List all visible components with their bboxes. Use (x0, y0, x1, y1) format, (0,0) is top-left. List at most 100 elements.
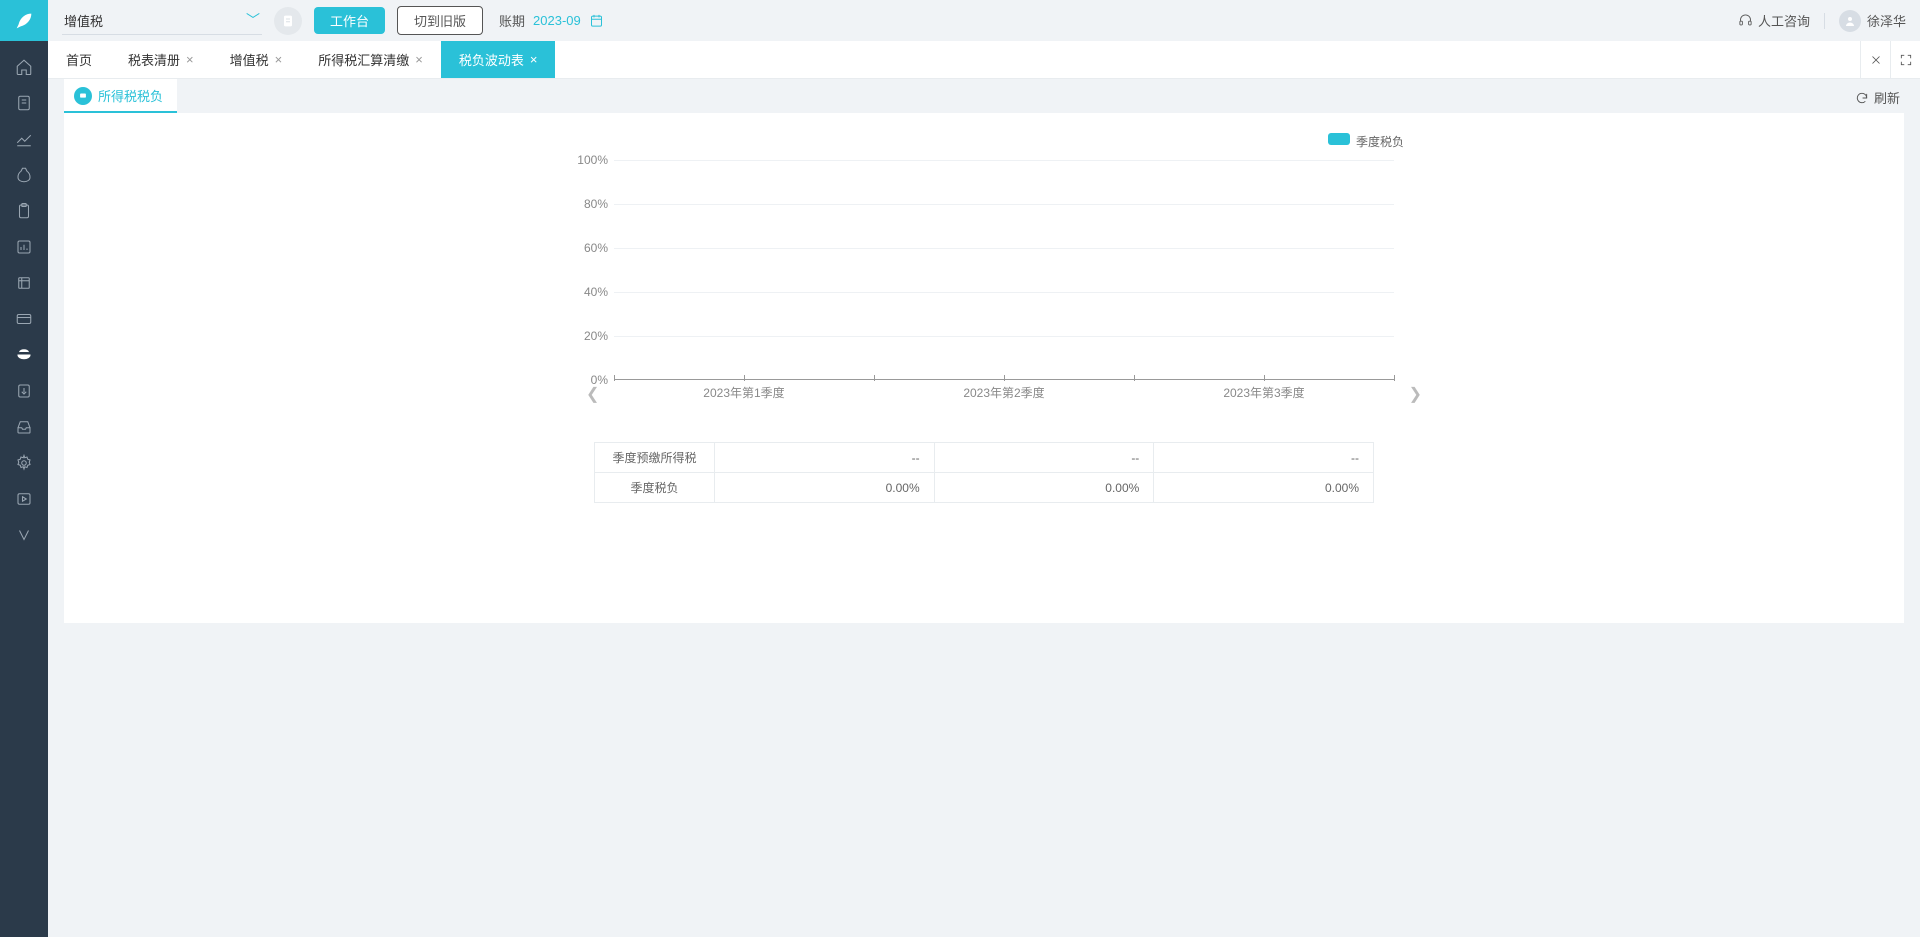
legend-label: 季度税负 (1356, 133, 1404, 150)
companion-button[interactable] (274, 7, 302, 35)
table-cell: 0.00% (1154, 473, 1374, 503)
nav-clipboard[interactable] (0, 193, 48, 229)
subtab-row: 所得税税负 刷新 (48, 79, 1920, 113)
feather-icon (13, 10, 35, 32)
tabstrip-actions (1860, 41, 1920, 78)
refresh-button[interactable]: 刷新 (1855, 88, 1904, 113)
chart-prev[interactable]: ❮ (586, 384, 599, 404)
header: 增值税 ﹀ 工作台 切到旧版 账期 2023-09 人工咨询 (48, 0, 1920, 41)
export-icon (15, 382, 33, 400)
nav-export[interactable] (0, 373, 48, 409)
nav-trend[interactable] (0, 337, 48, 373)
x-label: 2023年第2季度 (963, 384, 1044, 401)
tab[interactable]: 增值税 × (212, 41, 301, 78)
fullscreen-icon (1899, 53, 1913, 67)
nav-doc[interactable] (0, 85, 48, 121)
table-cell: 0.00% (934, 473, 1154, 503)
avatar (1839, 10, 1861, 32)
tab[interactable]: 税负波动表 × (441, 41, 556, 78)
sidebar-nav (0, 41, 48, 553)
tax-icon (15, 274, 33, 292)
nav-video[interactable] (0, 481, 48, 517)
y-tick-label: 40% (564, 285, 608, 299)
nav-settings[interactable] (0, 445, 48, 481)
refresh-label: 刷新 (1874, 88, 1900, 107)
divider (1824, 13, 1825, 29)
v-icon (15, 526, 33, 544)
y-tick-label: 0% (564, 373, 608, 387)
bowl-icon (15, 346, 33, 364)
period-label: 账期 (499, 11, 525, 30)
headset-icon (1738, 13, 1753, 28)
period-block: 账期 2023-09 (499, 11, 604, 30)
nav-analytics[interactable] (0, 121, 48, 157)
chart-legend: 季度税负 (534, 133, 1434, 150)
tab-close-icon[interactable]: × (186, 52, 194, 67)
tab-label: 税表清册 (128, 50, 180, 69)
workbench-button[interactable]: 工作台 (314, 7, 385, 34)
subtab-income-tax[interactable]: 所得税税负 (64, 79, 177, 113)
subtab-label: 所得税税负 (98, 86, 163, 105)
fullscreen-button[interactable] (1890, 41, 1920, 79)
nav-report[interactable] (0, 229, 48, 265)
user-menu[interactable]: 徐泽华 (1839, 10, 1906, 32)
close-all-tabs[interactable] (1860, 41, 1890, 79)
consult-link[interactable]: 人工咨询 (1738, 11, 1810, 30)
tab-label: 税负波动表 (459, 50, 524, 69)
row-header: 季度预缴所得税 (595, 443, 715, 473)
tab-close-icon[interactable]: × (530, 52, 538, 67)
tab-label: 所得税汇算清缴 (318, 50, 409, 69)
period-value[interactable]: 2023-09 (533, 13, 581, 28)
switch-old-button[interactable]: 切到旧版 (397, 6, 483, 35)
tab[interactable]: 税表清册 × (110, 41, 212, 78)
chart-gridline (614, 204, 1394, 205)
legend-swatch (1328, 133, 1350, 145)
table-cell: 0.00% (715, 473, 935, 503)
x-tick (1004, 375, 1005, 381)
chart-icon (15, 130, 33, 148)
selector-label: 增值税 (64, 11, 103, 30)
chart-plot: 2023年第1季度2023年第2季度2023年第3季度 (614, 160, 1394, 380)
chart-gridline (614, 336, 1394, 337)
data-table: 季度预缴所得税------季度税负0.00%0.00%0.00% (594, 442, 1374, 503)
gear-icon (15, 454, 33, 472)
chevron-down-icon: ﹀ (246, 10, 260, 30)
tab-close-icon[interactable]: × (275, 52, 283, 67)
nav-home[interactable] (0, 49, 48, 85)
content: 所得税税负 刷新 季度税负 2023年第1季度2023年第2季度2023年第3季… (48, 79, 1920, 937)
table-cell: -- (1154, 443, 1374, 473)
y-tick-label: 60% (564, 241, 608, 255)
y-tick-label: 20% (564, 329, 608, 343)
panel: 季度税负 2023年第1季度2023年第2季度2023年第3季度 ❮ ❯ 0%2… (64, 113, 1904, 623)
chart: 2023年第1季度2023年第2季度2023年第3季度 ❮ ❯ 0%20%40%… (614, 156, 1394, 396)
tab[interactable]: 所得税汇算清缴 × (300, 41, 441, 78)
y-tick-label: 100% (564, 153, 608, 167)
nav-card[interactable] (0, 301, 48, 337)
main-column: 增值税 ﹀ 工作台 切到旧版 账期 2023-09 人工咨询 (48, 0, 1920, 937)
x-tick (1264, 375, 1265, 381)
chart-gridline (614, 292, 1394, 293)
nav-money[interactable] (0, 157, 48, 193)
refresh-icon (1855, 91, 1869, 105)
inbox-icon (15, 418, 33, 436)
nav-tax[interactable] (0, 265, 48, 301)
tax-type-selector[interactable]: 增值税 ﹀ (62, 6, 262, 35)
tab-close-icon[interactable]: × (415, 52, 423, 67)
y-tick-label: 80% (564, 197, 608, 211)
nav-vip[interactable] (0, 517, 48, 553)
tab[interactable]: 首页 (48, 41, 110, 78)
x-tick (874, 375, 875, 381)
subtab-icon (74, 87, 92, 105)
chart-wrap: 季度税负 2023年第1季度2023年第2季度2023年第3季度 ❮ ❯ 0%2… (534, 133, 1434, 503)
nav-inbox[interactable] (0, 409, 48, 445)
tab-label: 增值税 (230, 50, 269, 69)
clipboard-icon (15, 202, 33, 220)
x-tick (614, 375, 615, 381)
chart-next[interactable]: ❯ (1409, 384, 1422, 404)
table-row: 季度预缴所得税------ (595, 443, 1374, 473)
tabstrip: 首页税表清册 × 增值税 × 所得税汇算清缴 × 税负波动表 × (48, 41, 1920, 79)
brand-logo[interactable] (0, 0, 48, 41)
calendar-icon[interactable] (589, 13, 604, 28)
header-right: 人工咨询 徐泽华 (1738, 10, 1906, 32)
table-row: 季度税负0.00%0.00%0.00% (595, 473, 1374, 503)
